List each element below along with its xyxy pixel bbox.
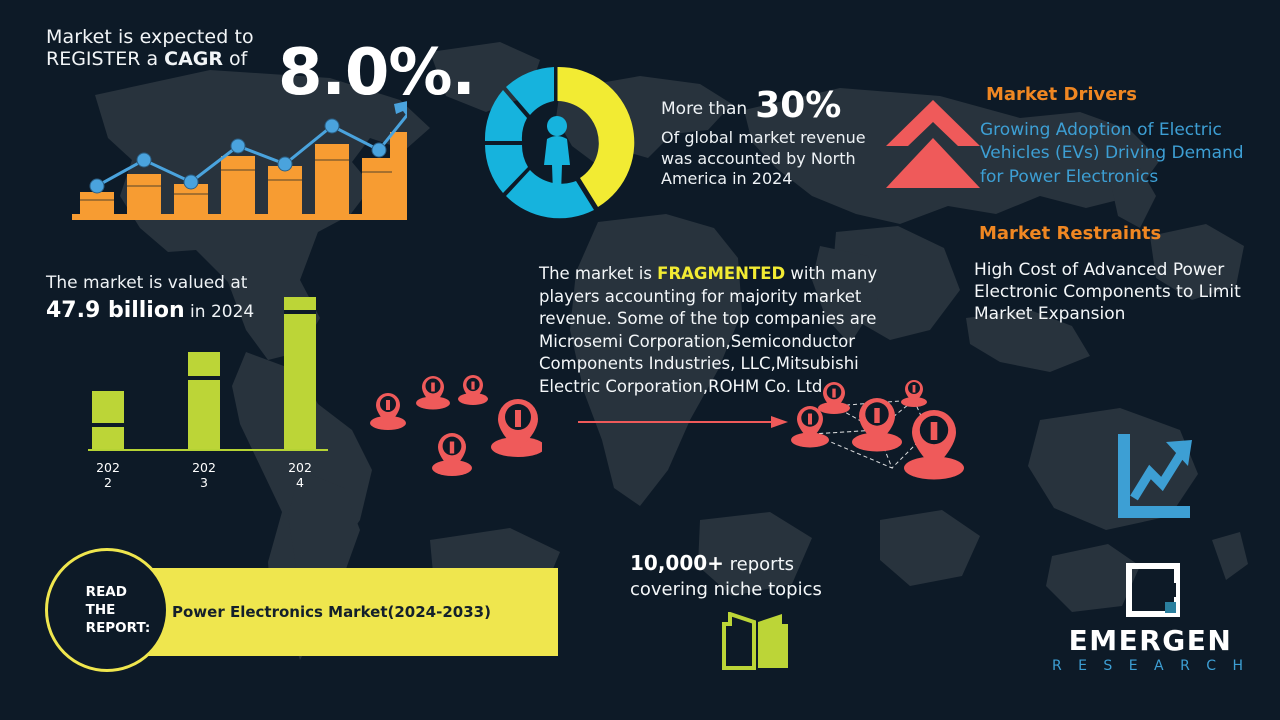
map-pin-person-icon [458, 375, 488, 405]
growth-bar-line-chart [72, 101, 407, 220]
flow-arrow-right [578, 416, 788, 428]
person-icon [544, 116, 570, 193]
bar-2022 [92, 391, 124, 449]
bar-label-2023: 202 3 [192, 460, 216, 490]
read-the-report-label: READ THE REPORT: [85, 584, 151, 636]
map-pin-person-icon [491, 399, 542, 457]
market-restraints-title: Market Restraints [979, 223, 1162, 244]
headline-line2-post: of [223, 48, 248, 70]
map-pin-person-icon [901, 380, 927, 407]
logo-wordmark: EMERGEN [1068, 624, 1233, 657]
bar-2022-divider [92, 423, 124, 427]
bar-label-2024: 202 4 [288, 460, 312, 490]
market-value-label: The market is valued at [46, 273, 248, 293]
bar-2024 [284, 297, 316, 449]
headline-line-2: REGISTER a CAGR of [46, 48, 476, 70]
chart-axis-line [88, 449, 328, 451]
market-value-amount: 47.9 billion [46, 298, 185, 323]
reports-subtitle: covering niche topics [630, 579, 822, 600]
read-the-report-badge[interactable]: READ THE REPORT: [45, 548, 169, 672]
map-pin-network-right [791, 380, 964, 480]
fragmented-pre: The market is [539, 264, 658, 283]
bar-label-2022: 202 2 [96, 460, 120, 490]
market-drivers-text: Growing Adoption of Electric Vehicles (E… [980, 120, 1244, 187]
fragmented-post: with many players accounting for majorit… [539, 264, 878, 396]
report-title: Power Electronics Market(2024-2033) [172, 603, 491, 621]
bar-2023 [188, 352, 220, 449]
map-pin-cluster-left [370, 375, 542, 476]
market-value-year: in 2024 [184, 302, 255, 322]
north-america-stat: More than 30% Of global market revenue w… [661, 88, 876, 190]
north-america-percent: 30% [755, 85, 842, 126]
map-pin-person-icon [852, 398, 902, 452]
double-chevron-up-icon [886, 100, 980, 188]
headline-line-1: Market is expected to [46, 26, 254, 48]
map-pin-person-icon [370, 393, 406, 430]
market-drivers-title: Market Drivers [986, 84, 1138, 105]
market-restraints-text: High Cost of Advanced Power Electronic C… [974, 260, 1241, 324]
bar-2023-divider [188, 376, 220, 380]
map-pin-person-icon [904, 410, 964, 480]
cagr-value: 8.0%. [278, 36, 476, 110]
reports-count: 10,000+ [630, 551, 724, 575]
logo-subtitle: R E S E A R C H [1051, 658, 1250, 674]
bar-2024-divider [284, 310, 316, 314]
fragmented-market-text: The market is FRAGMENTED with many playe… [539, 263, 894, 399]
headline-line2-pre: REGISTER a [46, 48, 165, 70]
map-pin-person-icon [818, 382, 850, 414]
open-book-icon [722, 612, 788, 670]
fragmented-highlight: FRAGMENTED [657, 264, 786, 283]
square-bracket-logo-mark [1126, 563, 1180, 617]
year-bar-chart: 202 2 202 3 202 4 [78, 295, 328, 490]
headline-cagr-word: CAGR [164, 48, 224, 70]
headline-block: Market is expected to REGISTER a CAGR of… [46, 26, 476, 105]
report-cta-bar[interactable]: Power Electronics Market(2024-2033) [107, 568, 558, 656]
reports-count-block: 10,000+ reports covering niche topics [630, 551, 890, 602]
more-than-label: More than [661, 99, 748, 119]
north-america-description: Of global market revenue was accounted b… [661, 128, 866, 188]
market-value-block: The market is valued at 47.9 billion in … [46, 272, 254, 323]
emergen-research-logo: EMERGEN R E S E A R C H [1048, 562, 1253, 690]
map-pin-person-icon [791, 406, 829, 448]
reports-count-suffix: reports [723, 554, 795, 575]
donut-person-chart [484, 66, 635, 219]
trend-up-chart-icon [1118, 434, 1192, 518]
map-pin-person-icon [432, 433, 472, 476]
map-pin-person-icon [416, 376, 450, 410]
